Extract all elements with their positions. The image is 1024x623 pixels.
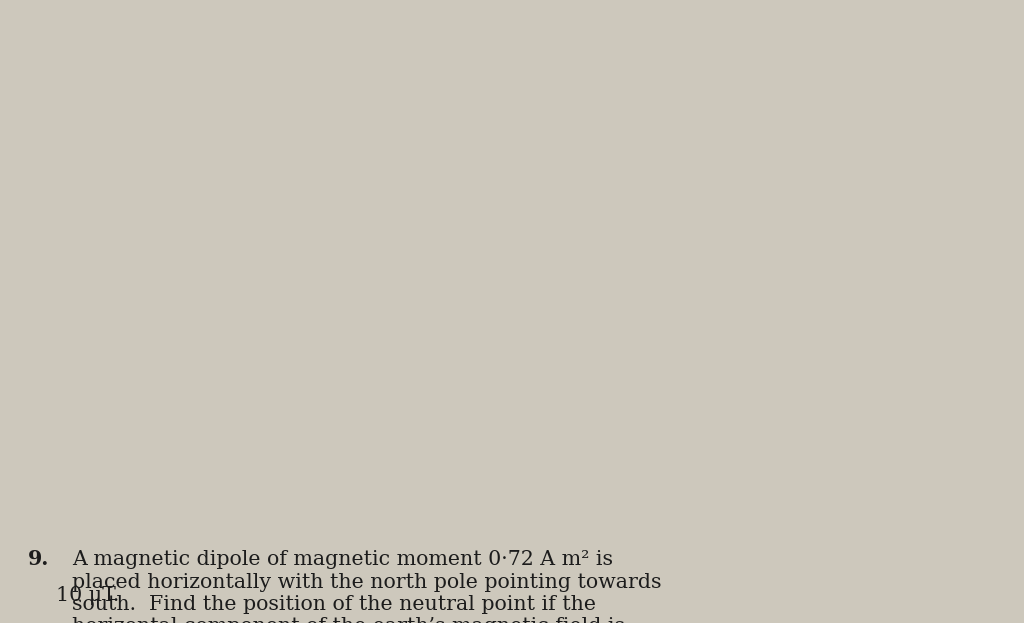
- Text: south.  Find the position of the neutral point if the: south. Find the position of the neutral …: [72, 595, 596, 614]
- Text: horizontal component of the earth’s magnetic field is: horizontal component of the earth’s magn…: [72, 617, 625, 623]
- Text: 10 μT.: 10 μT.: [56, 586, 120, 605]
- Text: 9.: 9.: [28, 549, 49, 569]
- Text: A magnetic dipole of magnetic moment 0·72 A m² is: A magnetic dipole of magnetic moment 0·7…: [72, 550, 613, 569]
- Text: placed horizontally with the north pole pointing towards: placed horizontally with the north pole …: [72, 573, 662, 591]
